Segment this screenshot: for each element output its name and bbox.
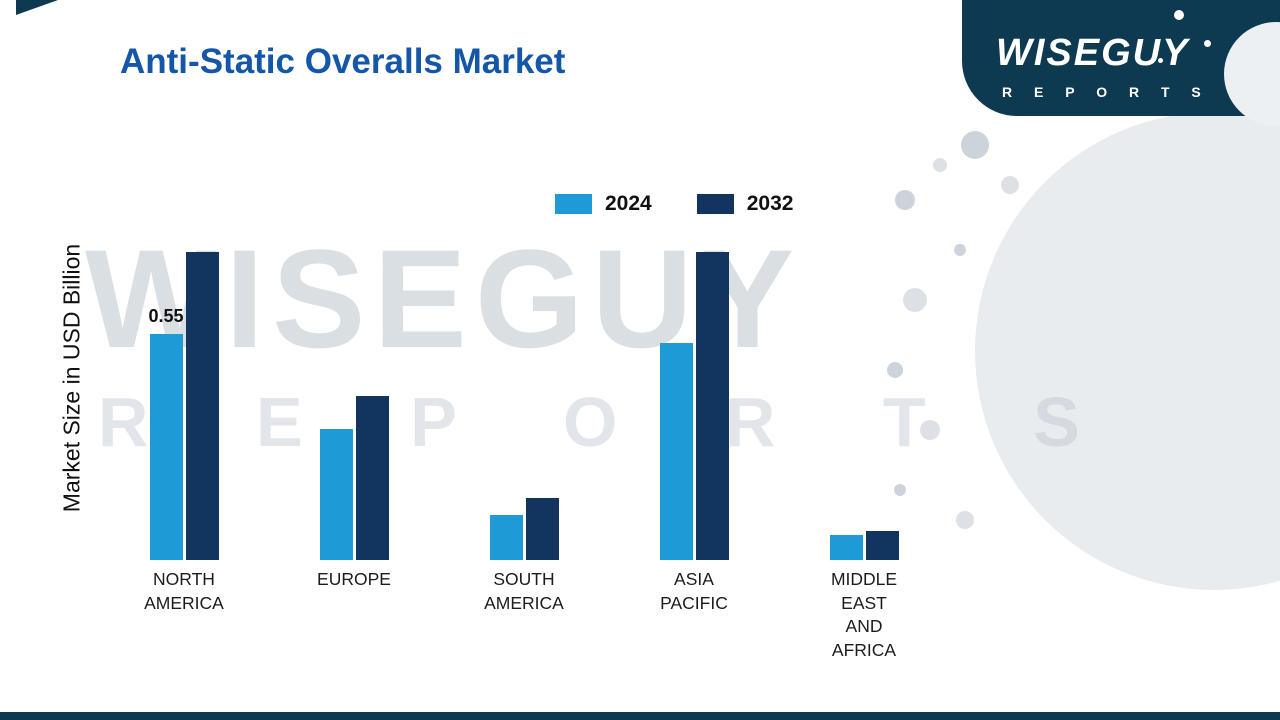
legend-label-2032: 2032 — [746, 192, 794, 215]
bar-chart: NORTH AMERICA EUROPE SOUTH AMERICA ASIA PAC… — [120, 230, 950, 660]
bar-2024-south-america — [489, 515, 523, 560]
page-title: Anti-Static Overalls Market — [120, 42, 566, 81]
decor-dots — [887, 131, 1019, 529]
category-label-north-america: NORTH AMERICA — [144, 569, 224, 613]
legend-swatch-2032 — [696, 194, 734, 214]
bar-2032-europe — [355, 396, 389, 560]
logo-dot — [1158, 58, 1163, 63]
logo-wordmark: WISEGUY — [996, 32, 1190, 74]
legend-item-2024: 2024 — [555, 192, 652, 216]
bar-2032-middle-east-and-africa — [865, 531, 899, 560]
bar-2032-north-america — [185, 252, 219, 560]
category-label-europe: EUROPE — [317, 569, 391, 589]
bar-2032-asia-pacific — [695, 252, 729, 560]
corner-accent-shape — [16, 0, 58, 15]
legend-swatch-2024 — [555, 194, 592, 214]
legend-label-2024: 2024 — [605, 192, 652, 215]
bar-2024-asia-pacific — [659, 343, 693, 560]
bar-2024-north-america — [149, 334, 183, 560]
logo-subtitle: R E P O R T S — [1002, 84, 1210, 100]
logo-dot — [1204, 40, 1211, 47]
category-label-south-america: SOUTH AMERICA — [484, 569, 564, 613]
category-label-middle-east-and-africa: MIDDLE EAST AND AFRICA — [830, 569, 898, 660]
y-axis-label: Market Size in USD Billion — [58, 243, 85, 513]
logo-face-profile — [1224, 22, 1280, 126]
bar-2024-middle-east-and-africa — [829, 535, 863, 560]
chart-legend: 2024 2032 — [555, 192, 793, 216]
bottom-accent-bar — [0, 712, 1280, 720]
bar-value-label: 0.55 — [148, 306, 184, 326]
category-label-asia-pacific: ASIA PACIFIC — [660, 569, 728, 613]
bar-2024-europe — [319, 429, 353, 560]
logo-dot — [1174, 10, 1184, 20]
bar-2032-south-america — [525, 498, 559, 560]
logo-block: WISEGUY R E P O R T S — [962, 0, 1280, 126]
legend-item-2032: 2032 — [696, 192, 794, 216]
